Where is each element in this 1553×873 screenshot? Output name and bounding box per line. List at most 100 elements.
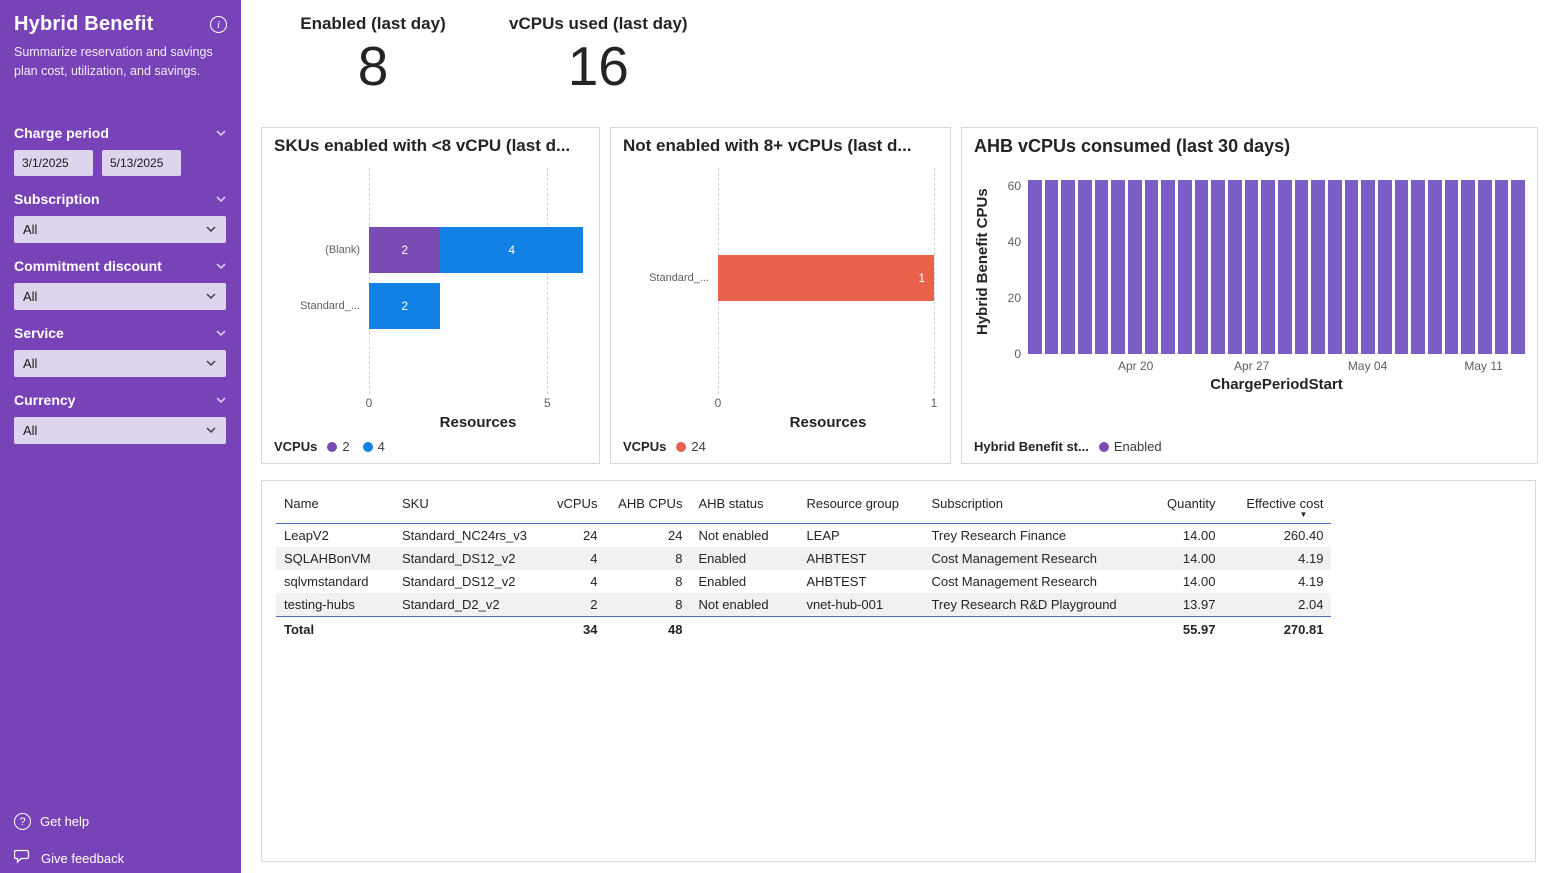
bar[interactable]: [1028, 180, 1042, 354]
legend-dot: [362, 441, 373, 452]
chevron-down-icon[interactable]: [215, 260, 227, 272]
get-help-link[interactable]: ? Get help: [14, 813, 124, 830]
bar[interactable]: [1361, 180, 1376, 354]
bar[interactable]: [1278, 180, 1292, 354]
bar[interactable]: [1194, 180, 1209, 354]
table-cell: 14.00: [1182, 528, 1216, 543]
currency-dropdown[interactable]: All: [14, 416, 226, 444]
axis-tick-label: 5: [543, 396, 551, 410]
bar[interactable]: [1444, 180, 1459, 354]
legend: Hybrid Benefit st... Enabled: [974, 431, 1525, 457]
bar-segment[interactable]: 1: [718, 255, 934, 301]
column-header[interactable]: vCPUs: [549, 487, 605, 524]
bar[interactable]: [1311, 180, 1326, 354]
chevron-down-icon: [206, 427, 216, 433]
filter-commitment-discount: Commitment discount All: [14, 258, 227, 310]
table-row[interactable]: sqlvmstandard Standard_DS12_v2 4 8 Enabled AH…: [276, 570, 1331, 593]
bar[interactable]: [1344, 180, 1359, 354]
column-header[interactable]: AHB CPUs: [605, 487, 690, 524]
bar[interactable]: [1044, 180, 1059, 354]
bar[interactable]: [1094, 180, 1109, 354]
sort-descending-icon: ▼: [1299, 510, 1308, 519]
chevron-down-icon: [206, 360, 216, 366]
service-label: Service: [14, 324, 64, 341]
legend-dot: [676, 441, 687, 452]
report-canvas: Enabled (last day) 8 vCPUs used (last da…: [241, 0, 1553, 873]
column-header-label: Effective cost: [1246, 496, 1324, 511]
table-cell: AHBTEST: [806, 551, 867, 566]
currency-label: Currency: [14, 391, 76, 408]
column-header[interactable]: Subscription: [923, 487, 1153, 524]
start-date-input[interactable]: 3/1/2025: [14, 149, 93, 176]
chevron-down-icon[interactable]: [215, 127, 227, 139]
give-feedback-link[interactable]: Give feedback: [13, 849, 124, 867]
get-help-label: Get help: [40, 814, 90, 829]
bar[interactable]: [1328, 180, 1342, 354]
bar-rows: (Blank) 2 4 Standard_... 2: [274, 162, 583, 394]
bar[interactable]: [1511, 180, 1526, 354]
legend-title: VCPUs: [623, 439, 667, 454]
bar[interactable]: [1211, 180, 1226, 354]
total-cell: [394, 617, 549, 643]
bar[interactable]: [1144, 180, 1159, 354]
bar[interactable]: [1378, 180, 1392, 354]
column-header[interactable]: Resource group: [798, 487, 923, 524]
bar[interactable]: [1428, 180, 1442, 354]
bar[interactable]: [1111, 180, 1126, 354]
info-icon[interactable]: i: [210, 16, 227, 33]
table-cell: SQLAHBonVM: [284, 551, 371, 566]
column-header[interactable]: Name: [276, 487, 394, 524]
chevron-down-icon[interactable]: [215, 193, 227, 205]
table-cell: 14.00: [1182, 551, 1216, 566]
bar[interactable]: [1161, 180, 1176, 354]
bar[interactable]: [1394, 180, 1409, 354]
column-header[interactable]: Effective cost ▼: [1223, 487, 1331, 524]
bar[interactable]: [1294, 180, 1309, 354]
bar[interactable]: [1411, 180, 1426, 354]
service-dropdown[interactable]: All: [14, 349, 226, 377]
column-header[interactable]: SKU: [394, 487, 549, 524]
bar-segment[interactable]: 4: [440, 227, 583, 273]
bar[interactable]: [1178, 180, 1192, 354]
kpi-row: Enabled (last day) 8 vCPUs used (last da…: [293, 14, 1553, 127]
bar-segment[interactable]: 2: [369, 283, 441, 329]
bar-rows: Standard_... 1: [623, 162, 934, 394]
column-header-label: Subscription: [931, 496, 1003, 511]
table-cell: 4.19: [1298, 574, 1324, 589]
bar[interactable]: [1494, 180, 1509, 354]
bar[interactable]: [1078, 180, 1092, 354]
bar[interactable]: [1261, 180, 1276, 354]
end-date-input[interactable]: 5/13/2025: [102, 149, 181, 176]
table-cell: 4.19: [1298, 551, 1324, 566]
bar[interactable]: [1478, 180, 1492, 354]
bar[interactable]: [1244, 180, 1259, 354]
kpi-label: vCPUs used (last day): [509, 14, 688, 33]
column-header[interactable]: Quantity: [1153, 487, 1223, 524]
bar-segment[interactable]: 2: [369, 227, 441, 273]
sidebar-header: Hybrid Benefit i: [14, 13, 227, 36]
column-header[interactable]: AHB status: [690, 487, 798, 524]
bar[interactable]: [1461, 180, 1476, 354]
chevron-down-icon[interactable]: [215, 394, 227, 406]
commitment-discount-dropdown[interactable]: All: [14, 282, 226, 310]
legend-dot: [327, 441, 338, 452]
charts-row: SKUs enabled with <8 vCPU (last d... (Bl…: [261, 127, 1553, 464]
axis-tick-label: 60: [1007, 178, 1021, 193]
bar[interactable]: [1061, 180, 1076, 354]
table-row[interactable]: LeapV2 Standard_NC24rs_v3 24 24 Not enabled L…: [276, 524, 1331, 548]
column-header-label: Name: [284, 496, 319, 511]
bar[interactable]: [1128, 180, 1142, 354]
table-cell: Trey Research R&D Playground: [931, 597, 1117, 612]
legend-items: Enabled: [1098, 439, 1162, 454]
chevron-down-icon[interactable]: [215, 327, 227, 339]
table-row[interactable]: SQLAHBonVM Standard_DS12_v2 4 8 Enabled AHBTE…: [276, 547, 1332, 570]
bar-row: Standard_... 1: [623, 255, 934, 301]
chart-ahb-vcpus-consumed: AHB vCPUs consumed (last 30 days) Hybrid…: [961, 127, 1538, 464]
bar-value-label: 1: [918, 271, 925, 285]
total-cell: 48: [667, 622, 683, 637]
subscription-dropdown[interactable]: All: [14, 215, 226, 243]
table-row[interactable]: testing-hubs Standard_D2_v2 2 8 Not enabled v…: [276, 593, 1332, 617]
bar[interactable]: [1228, 180, 1242, 354]
